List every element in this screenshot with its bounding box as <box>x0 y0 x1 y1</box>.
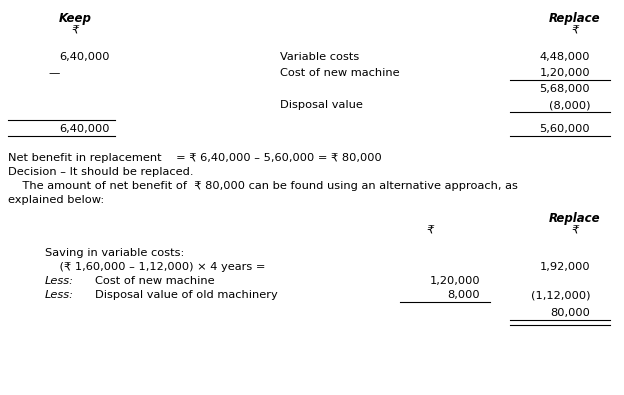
Text: ₹: ₹ <box>426 226 434 236</box>
Text: 5,60,000: 5,60,000 <box>539 124 590 134</box>
Text: Variable costs: Variable costs <box>280 52 359 62</box>
Text: Replace: Replace <box>549 12 601 25</box>
Text: Replace: Replace <box>549 212 601 225</box>
Text: Less:: Less: <box>45 276 74 286</box>
Text: ₹: ₹ <box>572 226 578 236</box>
Text: 8,000: 8,000 <box>447 290 480 300</box>
Text: explained below:: explained below: <box>8 195 104 205</box>
Text: Disposal value: Disposal value <box>280 100 363 110</box>
Text: 1,20,000: 1,20,000 <box>539 68 590 78</box>
Text: 6,40,000: 6,40,000 <box>59 52 110 62</box>
Text: 80,000: 80,000 <box>550 308 590 318</box>
Text: ₹: ₹ <box>572 26 578 36</box>
Text: 5,68,000: 5,68,000 <box>539 84 590 94</box>
Text: —: — <box>49 68 60 78</box>
Text: 4,48,000: 4,48,000 <box>540 52 590 62</box>
Text: (8,000): (8,000) <box>548 100 590 110</box>
Text: Keep: Keep <box>59 12 92 25</box>
Text: 6,40,000: 6,40,000 <box>59 124 110 134</box>
Text: Net benefit in replacement    = ₹ 6,40,000 – 5,60,000 = ₹ 80,000: Net benefit in replacement = ₹ 6,40,000 … <box>8 153 382 163</box>
Text: Cost of new machine: Cost of new machine <box>95 276 215 286</box>
Text: Saving in variable costs:: Saving in variable costs: <box>45 248 184 258</box>
Text: Cost of new machine: Cost of new machine <box>280 68 399 78</box>
Text: 1,92,000: 1,92,000 <box>539 262 590 272</box>
Text: Less:: Less: <box>45 290 74 300</box>
Text: 1,20,000: 1,20,000 <box>429 276 480 286</box>
Text: Disposal value of old machinery: Disposal value of old machinery <box>95 290 278 300</box>
Text: Decision – It should be replaced.: Decision – It should be replaced. <box>8 167 193 177</box>
Text: (₹ 1,60,000 – 1,12,000) × 4 years =: (₹ 1,60,000 – 1,12,000) × 4 years = <box>45 262 265 272</box>
Text: (1,12,000): (1,12,000) <box>530 290 590 300</box>
Text: ₹: ₹ <box>71 26 79 36</box>
Text: The amount of net benefit of  ₹ 80,000 can be found using an alternative approac: The amount of net benefit of ₹ 80,000 ca… <box>8 181 518 191</box>
